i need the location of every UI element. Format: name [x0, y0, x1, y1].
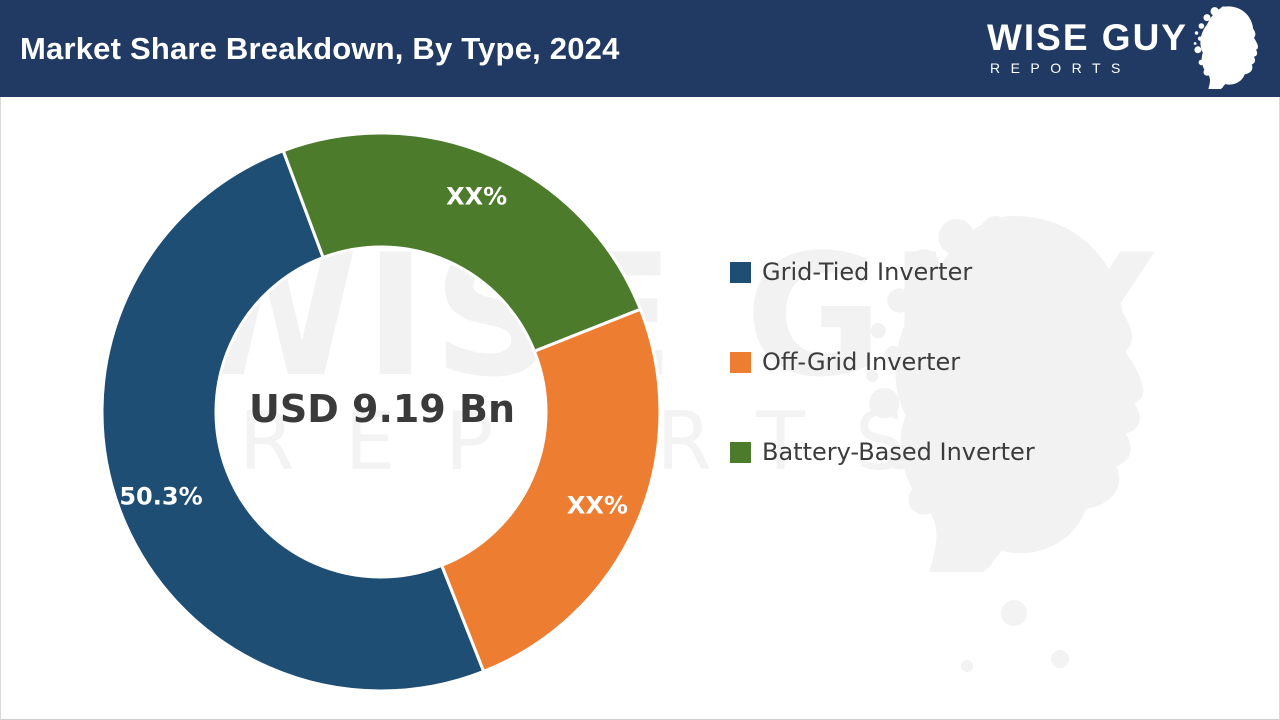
legend-label: Grid-Tied Inverter [762, 258, 973, 286]
logo-text: WISE GUY REPORTS [987, 19, 1188, 76]
legend-item-battery-based: Battery-Based Inverter [730, 438, 1035, 466]
legend-label: Battery-Based Inverter [762, 438, 1035, 466]
logo-sub-text: REPORTS [989, 59, 1131, 76]
legend-item-off-grid: Off-Grid Inverter [730, 348, 1035, 376]
logo-name-text: WISE GUY [986, 16, 1188, 58]
page-title: Market Share Breakdown, By Type, 2024 [20, 30, 620, 66]
slice-percentage-label: XX% [446, 183, 507, 211]
logo-face-icon [1193, 6, 1258, 89]
donut-segment-1 [439, 307, 662, 674]
legend-swatch-green [730, 441, 751, 463]
legend-label: Off-Grid Inverter [762, 348, 961, 376]
legend-swatch-blue [730, 261, 751, 283]
donut-segment-2 [281, 131, 643, 354]
slice-percentage-label: 50.3% [119, 483, 202, 511]
legend-item-grid-tied: Grid-Tied Inverter [730, 258, 1035, 286]
header-bar: Market Share Breakdown, By Type, 2024 WI… [0, 0, 1280, 97]
donut-segment-0 [100, 148, 486, 693]
chart-legend: Grid-Tied Inverter Off-Grid Inverter Bat… [730, 258, 1035, 528]
legend-swatch-orange [730, 351, 751, 373]
wise-guy-reports-logo: WISE GUY REPORTS [987, 5, 1266, 89]
slice-percentage-label: XX% [567, 492, 628, 520]
chart-center-value: USD 9.19 Bn [249, 387, 515, 431]
